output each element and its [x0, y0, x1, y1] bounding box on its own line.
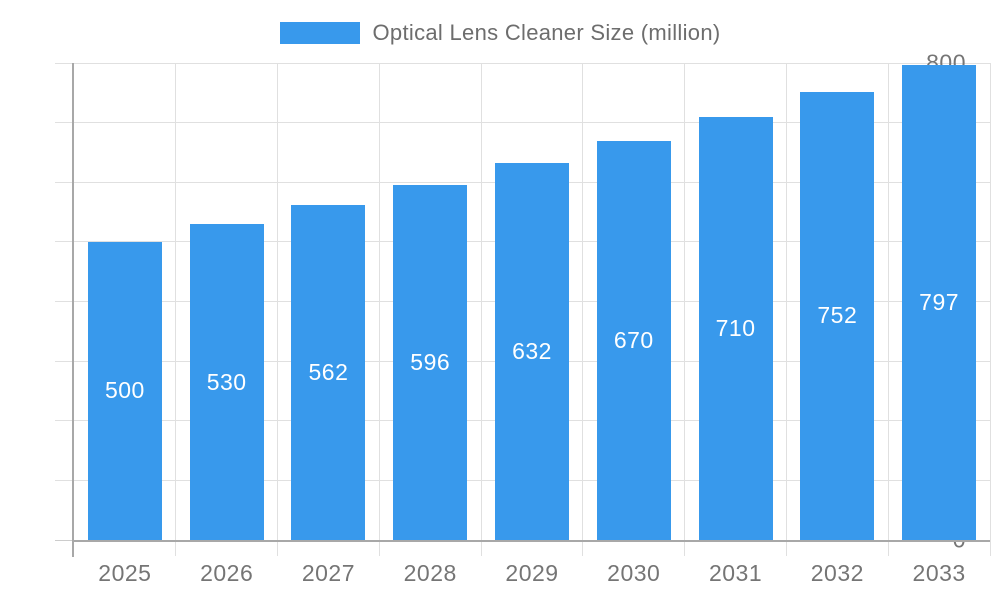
bar[interactable]: 752	[800, 91, 875, 540]
bar-value-label: 710	[715, 314, 756, 341]
v-gridline	[989, 63, 991, 556]
x-tick-label: 2026	[200, 560, 254, 586]
bar[interactable]: 670	[596, 140, 671, 540]
legend-swatch-icon	[279, 22, 360, 44]
v-gridline	[480, 63, 482, 556]
v-gridline	[175, 63, 177, 556]
bar-value-label: 632	[512, 338, 552, 365]
h-gridline	[55, 122, 990, 124]
x-tick-label: 2028	[403, 560, 457, 586]
x-axis-line	[74, 540, 990, 542]
bar[interactable]: 562	[291, 204, 366, 540]
bar-value-label: 670	[613, 326, 654, 353]
bar-value-label: 530	[206, 368, 247, 395]
y-tick	[55, 539, 74, 541]
x-tick-label: 2030	[607, 560, 661, 586]
x-tick-label: 2029	[505, 560, 559, 586]
bar-value-label: 500	[104, 377, 145, 404]
v-gridline	[887, 63, 889, 556]
v-gridline	[277, 63, 279, 556]
legend-item[interactable]: Optical Lens Cleaner Size (million)	[279, 20, 721, 46]
x-tick-label: 2025	[98, 560, 152, 586]
x-tick-label: 2033	[912, 560, 966, 586]
bar[interactable]: 500	[87, 241, 162, 540]
x-tick-label: 2027	[301, 560, 356, 586]
v-gridline	[785, 63, 787, 556]
y-axis-line	[72, 63, 74, 557]
bar-value-label: 596	[410, 348, 451, 375]
legend-label: Optical Lens Cleaner Size (million)	[372, 20, 721, 45]
bar-value-label: 752	[817, 302, 858, 329]
x-tick-label: 2032	[810, 560, 864, 586]
bar[interactable]: 710	[698, 116, 773, 540]
legend: Optical Lens Cleaner Size (million)	[0, 20, 1000, 46]
bar[interactable]: 596	[393, 184, 468, 540]
bar[interactable]: 632	[495, 163, 569, 540]
bar[interactable]: 530	[189, 224, 264, 540]
bar-value-label: 562	[308, 358, 349, 385]
plot-area: 0100200300400500600700800202520262027202…	[55, 50, 991, 586]
bar-value-label: 797	[919, 288, 960, 315]
bar[interactable]: 797	[902, 64, 977, 540]
v-gridline	[684, 63, 686, 556]
x-tick-label: 2031	[708, 560, 763, 586]
v-gridline	[582, 63, 584, 556]
h-gridline	[55, 62, 990, 64]
v-gridline	[378, 63, 380, 556]
